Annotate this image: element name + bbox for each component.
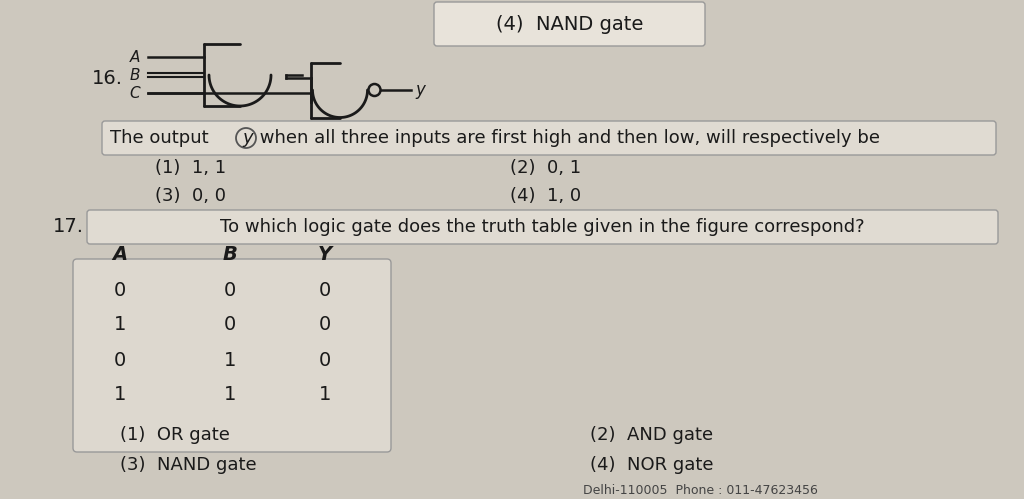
Text: B: B: [129, 67, 140, 82]
Text: (2)  AND gate: (2) AND gate: [590, 426, 713, 444]
FancyBboxPatch shape: [73, 259, 391, 452]
Text: To which logic gate does the truth table given in the figure correspond?: To which logic gate does the truth table…: [220, 218, 865, 236]
Text: A: A: [113, 246, 128, 264]
Text: 0: 0: [318, 280, 331, 299]
Text: B: B: [222, 246, 238, 264]
Text: 1: 1: [224, 350, 237, 369]
Text: (2)  0, 1: (2) 0, 1: [510, 159, 582, 177]
Text: (4)  1, 0: (4) 1, 0: [510, 187, 582, 205]
Text: 1: 1: [318, 386, 331, 405]
Text: (3)  NAND gate: (3) NAND gate: [120, 456, 257, 474]
Text: y: y: [416, 81, 425, 99]
Text: 1: 1: [114, 386, 126, 405]
FancyBboxPatch shape: [102, 121, 996, 155]
Text: (3)  0, 0: (3) 0, 0: [155, 187, 226, 205]
FancyBboxPatch shape: [87, 210, 998, 244]
Text: C: C: [129, 85, 140, 100]
Text: (1)  OR gate: (1) OR gate: [120, 426, 229, 444]
Text: y: y: [242, 129, 253, 147]
Text: 0: 0: [224, 280, 237, 299]
FancyBboxPatch shape: [434, 2, 705, 46]
Text: (4)  NAND gate: (4) NAND gate: [496, 14, 643, 33]
Text: (1)  1, 1: (1) 1, 1: [155, 159, 226, 177]
Text: A: A: [130, 49, 140, 64]
Text: 16.: 16.: [92, 68, 123, 87]
Text: 0: 0: [114, 350, 126, 369]
Text: 1: 1: [224, 386, 237, 405]
Text: when all three inputs are first high and then low, will respectively be: when all three inputs are first high and…: [254, 129, 880, 147]
Text: 0: 0: [318, 315, 331, 334]
Text: Delhi-110005  Phone : 011-47623456: Delhi-110005 Phone : 011-47623456: [583, 484, 817, 497]
Text: The output: The output: [110, 129, 214, 147]
Text: (4)  NOR gate: (4) NOR gate: [590, 456, 714, 474]
Text: 1: 1: [114, 315, 126, 334]
Text: 17.: 17.: [53, 217, 84, 236]
Text: 0: 0: [224, 315, 237, 334]
Text: 0: 0: [114, 280, 126, 299]
Text: 0: 0: [318, 350, 331, 369]
Text: Y: Y: [317, 246, 332, 264]
